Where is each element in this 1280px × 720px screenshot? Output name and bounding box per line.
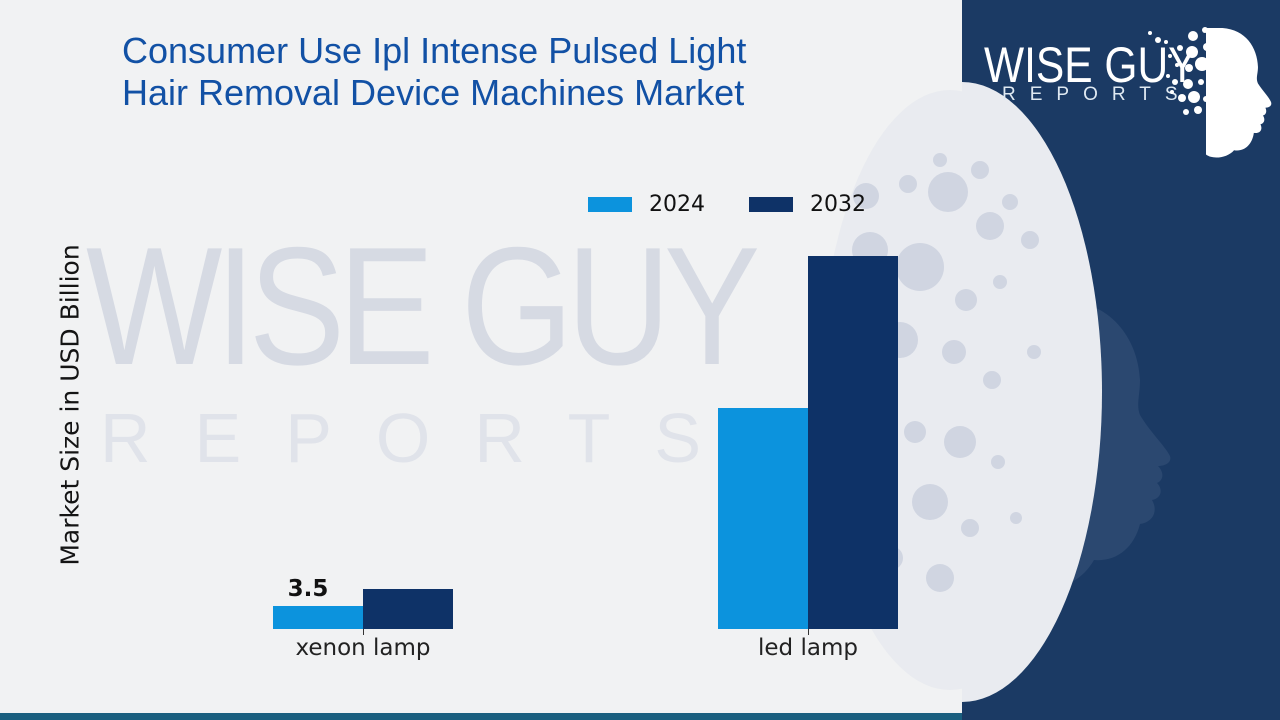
legend-item-2024: 2024 <box>588 192 705 217</box>
decorative-dot <box>1021 231 1039 249</box>
logo-dot <box>1185 64 1193 72</box>
decorative-dot <box>899 175 917 193</box>
logo-reports-text: REPORTS <box>1002 84 1192 105</box>
logo-dot <box>1183 109 1189 115</box>
bar-xenon-lamp-2024 <box>273 606 363 629</box>
x-axis-tick <box>808 629 809 635</box>
legend-label-2032: 2032 <box>810 192 866 217</box>
decorative-dot <box>1010 512 1022 524</box>
bar-xenon-lamp-2032 <box>363 589 453 629</box>
bar-led-lamp-2032 <box>808 256 898 629</box>
logo-dot <box>1188 91 1200 103</box>
decorative-dot <box>853 183 879 209</box>
decorative-dot <box>942 340 966 364</box>
decorative-dot <box>944 426 976 458</box>
decorative-dot <box>955 289 977 311</box>
logo-dot <box>1166 74 1170 78</box>
decorative-dot <box>904 421 926 443</box>
wise-guy-reports-logo: WISE GUY REPORTS <box>962 0 1280 180</box>
logo-dot <box>1198 79 1204 85</box>
logo-dot <box>1177 45 1183 51</box>
logo-dot <box>1203 96 1209 102</box>
decorative-dot <box>1027 345 1041 359</box>
chart-legend: 2024 2032 <box>588 192 866 217</box>
decorative-dot <box>971 161 989 179</box>
logo-dot <box>1186 46 1198 58</box>
logo-dot <box>1155 37 1161 43</box>
decorative-dot <box>991 455 1005 469</box>
logo-brand-text: WISE GUY <box>984 37 1197 93</box>
logo-dot <box>1148 31 1152 35</box>
logo-dot <box>1203 43 1211 51</box>
logo-dot <box>1170 90 1174 94</box>
logo-dot <box>1178 94 1186 102</box>
logo-dot <box>1202 27 1208 33</box>
x-axis-tick <box>363 629 364 635</box>
bar-value-label: 3.5 <box>287 576 329 602</box>
decorative-dot <box>961 519 979 537</box>
logo-dot <box>1194 106 1202 114</box>
legend-swatch-2024-icon <box>588 197 632 212</box>
decorative-dot <box>976 212 1004 240</box>
logo-dot <box>1195 57 1209 71</box>
decorative-dot <box>983 371 1001 389</box>
footer-accent-bar <box>0 713 962 720</box>
legend-item-2032: 2032 <box>749 192 866 217</box>
logo-dot <box>1172 79 1178 85</box>
bar-led-lamp-2024 <box>718 408 808 629</box>
logo-dot <box>1188 31 1198 41</box>
x-axis-category-label: led lamp <box>758 635 858 661</box>
decorative-dot <box>993 275 1007 289</box>
logo-dot <box>1168 54 1172 58</box>
decorative-dot <box>1002 194 1018 210</box>
legend-swatch-2032-icon <box>749 197 793 212</box>
logo-dot <box>1183 79 1193 89</box>
legend-label-2024: 2024 <box>649 192 705 217</box>
decorative-dot <box>933 153 947 167</box>
x-axis-category-label: xenon lamp <box>295 635 431 661</box>
decorative-dot <box>896 243 944 291</box>
decorative-dot <box>928 172 968 212</box>
logo-face-icon <box>1206 28 1272 158</box>
logo-dot <box>1175 63 1179 67</box>
decorative-dot <box>912 484 948 520</box>
decorative-dot <box>926 564 954 592</box>
chart-title: Consumer Use Ipl Intense Pulsed Light Ha… <box>122 30 747 114</box>
y-axis-label: Market Size in USD Billion <box>55 244 85 566</box>
logo-dot <box>1164 40 1168 44</box>
